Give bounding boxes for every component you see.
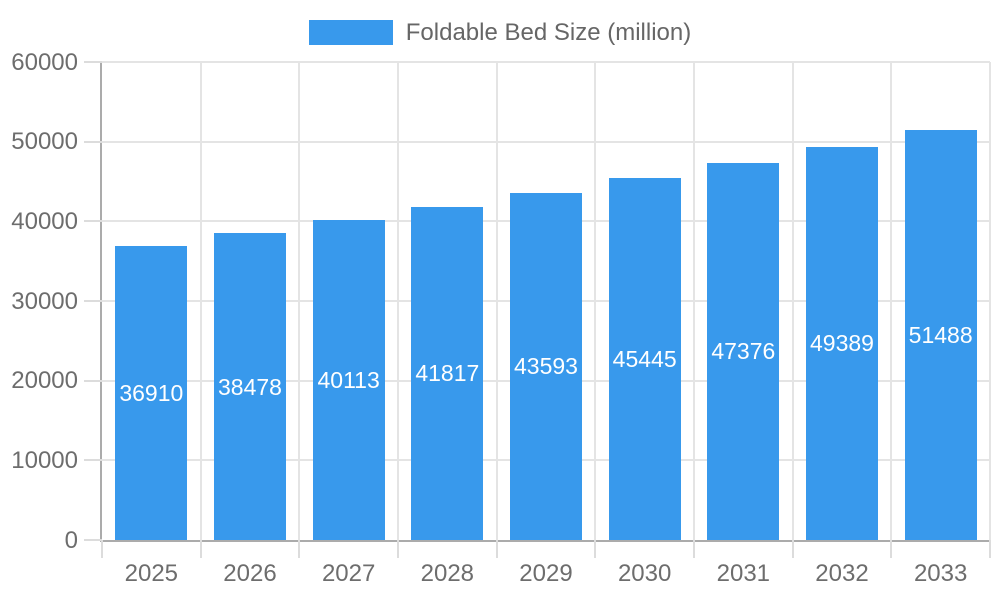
y-tick-label: 50000 [11, 128, 78, 156]
y-tick-label: 30000 [11, 287, 78, 315]
x-gridline [594, 62, 597, 540]
x-gridline [298, 62, 301, 540]
bar-value-label: 47376 [711, 338, 776, 365]
bar-value-label: 38478 [218, 373, 282, 400]
x-tick-label: 2025 [124, 560, 179, 587]
x-tick-mark [495, 540, 498, 558]
y-gridline [102, 140, 990, 143]
bar-2030[interactable]: 45445 [608, 177, 681, 540]
x-tick-label: 2030 [617, 560, 672, 587]
legend-label: Foldable Bed Size (million) [405, 19, 692, 46]
y-tick-label: 20000 [11, 367, 78, 395]
y-tick-mark [84, 220, 102, 223]
x-tick-mark [890, 540, 893, 558]
x-gridline [495, 62, 498, 540]
x-tick-mark [199, 540, 202, 558]
plot-area: 36910 38478 40113 41817 43593 45445 47376 49389… [100, 61, 991, 542]
x-gridline [693, 62, 695, 540]
y-gridline [102, 61, 990, 63]
bar-2032[interactable]: 49389 [806, 146, 878, 540]
bar-2033[interactable]: 51488 [904, 129, 977, 540]
x-tick-mark [101, 540, 103, 558]
x-tick-label: 2033 [913, 560, 968, 587]
x-tick-label: 2032 [815, 560, 869, 587]
x-gridline [989, 62, 991, 540]
x-tick-mark [594, 540, 597, 558]
bar-value-label: 49389 [810, 330, 874, 357]
bar-value-label: 40113 [317, 367, 380, 394]
x-tick-mark [693, 540, 695, 558]
bar-value-label: 45445 [612, 345, 677, 372]
y-tick-label: 40000 [11, 207, 78, 235]
y-tick-label: 60000 [11, 48, 78, 76]
x-tick-mark [298, 540, 301, 558]
bar-value-label: 43593 [514, 353, 578, 380]
bar-2026[interactable]: 38478 [214, 233, 286, 540]
y-tick-mark [84, 61, 102, 63]
x-tick-label: 2029 [519, 560, 573, 587]
y-tick-label: 0 [64, 526, 78, 554]
bar-2027[interactable]: 40113 [312, 220, 385, 540]
y-tick-mark [84, 379, 102, 382]
x-gridline [397, 62, 399, 540]
bar-value-label: 36910 [119, 379, 184, 406]
bar-2028[interactable]: 41817 [411, 206, 484, 540]
x-tick-mark [989, 540, 991, 558]
chart-legend[interactable]: Foldable Bed Size (million) [0, 19, 1000, 46]
x-tick-label: 2028 [420, 560, 475, 587]
x-tick-mark [791, 540, 794, 558]
bar-2025[interactable]: 36910 [115, 245, 188, 540]
bar-value-label: 51488 [908, 321, 973, 348]
y-tick-mark [84, 300, 102, 302]
y-tick-mark [84, 459, 102, 462]
bar-2029[interactable]: 43593 [510, 192, 582, 540]
x-gridline [199, 62, 202, 540]
bar-value-label: 41817 [415, 360, 480, 387]
legend-swatch [308, 20, 393, 45]
bar-2031[interactable]: 47376 [707, 162, 780, 540]
y-tick-mark [84, 140, 102, 143]
y-tick-label: 10000 [11, 446, 78, 474]
x-tick-label: 2031 [716, 560, 771, 587]
x-gridline [791, 62, 794, 540]
x-tick-label: 2027 [321, 560, 376, 587]
x-tick-mark [397, 540, 399, 558]
x-tick-label: 2026 [223, 560, 277, 587]
y-tick-mark [84, 539, 102, 541]
x-gridline [890, 62, 893, 540]
